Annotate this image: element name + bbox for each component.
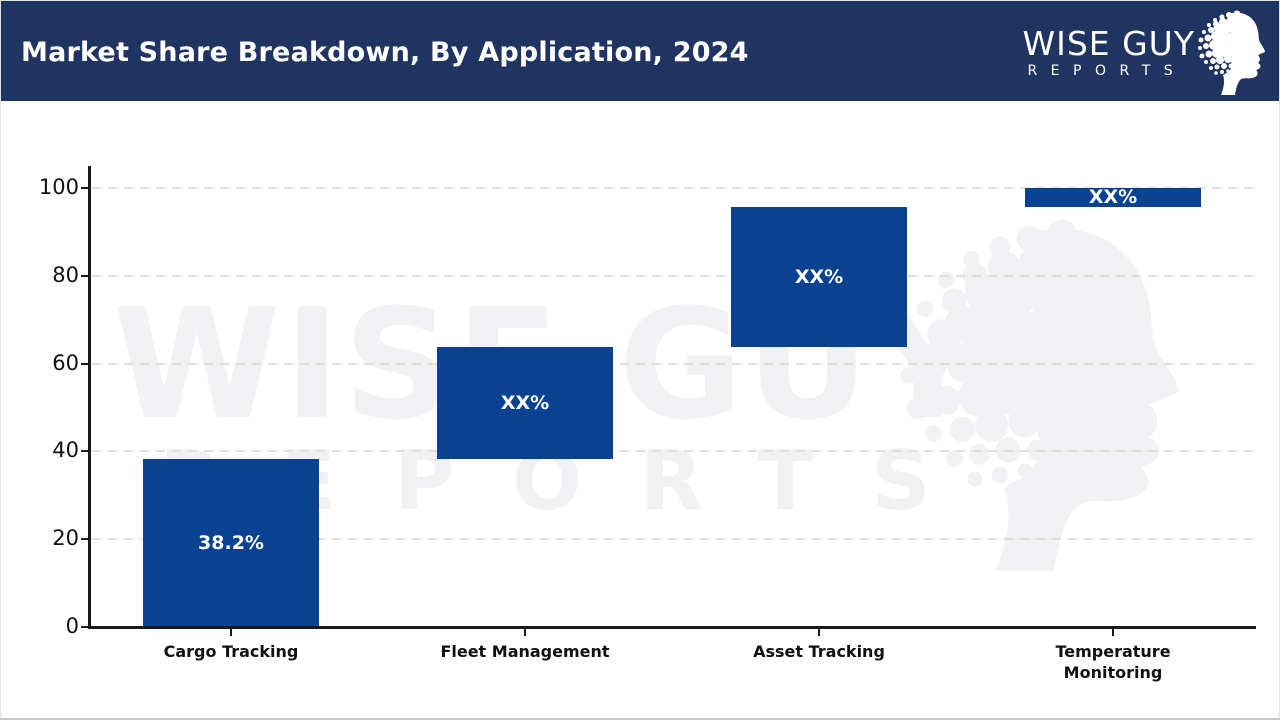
- gridline-100: [92, 187, 1253, 189]
- page-title: Market Share Breakdown, By Application, …: [21, 37, 749, 68]
- y-tick-0: [81, 626, 90, 628]
- x-tick-2: [524, 627, 526, 636]
- bar-value-label: XX%: [1088, 186, 1138, 209]
- y-tick-label-40: 40: [52, 438, 79, 463]
- brand-name: WISE GUY: [1022, 23, 1195, 63]
- y-tick-60: [81, 362, 90, 365]
- category-label-1: Cargo Tracking: [163, 642, 299, 661]
- bar-value-label: XX%: [794, 265, 844, 288]
- y-tick-label-20: 20: [52, 526, 79, 551]
- y-tick-100: [81, 187, 90, 189]
- bar-value-label: 38.2%: [198, 531, 264, 554]
- x-tick-4: [1112, 627, 1114, 636]
- x-tick-1: [230, 627, 232, 636]
- y-tick-label-60: 60: [52, 350, 79, 375]
- y-tick-label-0: 0: [65, 614, 79, 638]
- app-header: Market Share Breakdown, By Application, …: [1, 1, 1279, 101]
- bar-value-label: XX%: [500, 391, 550, 414]
- category-label-3: Asset Tracking: [753, 642, 885, 661]
- gridline-80: [92, 274, 1253, 277]
- x-axis-line: [88, 626, 1256, 629]
- chart-bar-2: XX%: [437, 346, 613, 460]
- x-tick-3: [818, 627, 820, 636]
- chart-bar-1: 38.2%: [143, 459, 319, 627]
- brand-logo: WISE GUY REPORTS: [1022, 9, 1269, 95]
- y-axis-line: [88, 166, 91, 628]
- brand-subname: REPORTS: [1027, 62, 1187, 79]
- chart-bar-3: XX%: [731, 207, 907, 347]
- gridline-40: [92, 450, 1253, 453]
- category-label-4: Temperature Monitoring: [1055, 642, 1171, 682]
- chart-bar-4: XX%: [1025, 186, 1201, 209]
- brand-wordmark: WISE GUY REPORTS: [1022, 27, 1195, 78]
- gridline-20: [92, 538, 1253, 541]
- y-tick-80: [81, 274, 90, 277]
- y-tick-label-80: 80: [52, 262, 79, 287]
- y-tick-40: [81, 450, 90, 453]
- y-tick-label-100: 100: [38, 175, 79, 199]
- category-label-2: Fleet Management: [440, 642, 610, 661]
- y-tick-20: [81, 538, 90, 541]
- gridline-60: [92, 362, 1253, 365]
